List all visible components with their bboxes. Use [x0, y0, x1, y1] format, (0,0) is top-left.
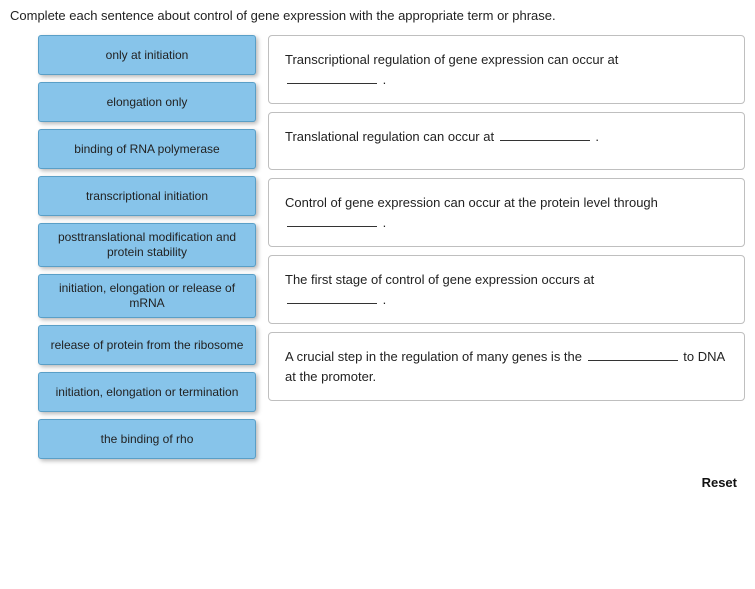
- blank-slot[interactable]: [287, 291, 377, 303]
- blank-slot[interactable]: [287, 71, 377, 83]
- sentence-text-post: .: [592, 129, 599, 144]
- sentence-text-post: .: [379, 215, 386, 230]
- footer-area: Reset: [10, 459, 745, 490]
- drop-target[interactable]: A crucial step in the regulation of many…: [268, 332, 745, 401]
- sentence-text-pre: The first stage of control of gene expre…: [285, 272, 594, 287]
- exercise-area: only at initiation elongation only bindi…: [10, 35, 745, 459]
- option-tile[interactable]: release of protein from the ribosome: [38, 325, 256, 365]
- blank-slot[interactable]: [588, 349, 678, 361]
- option-tile[interactable]: the binding of rho: [38, 419, 256, 459]
- option-tile[interactable]: binding of RNA polymerase: [38, 129, 256, 169]
- drop-target[interactable]: Translational regulation can occur at .: [268, 112, 745, 170]
- targets-column: Transcriptional regulation of gene expre…: [268, 35, 745, 401]
- option-tile[interactable]: transcriptional initiation: [38, 176, 256, 216]
- option-tile[interactable]: initiation, elongation or termination: [38, 372, 256, 412]
- sentence-text-pre: Control of gene expression can occur at …: [285, 195, 658, 210]
- option-tile[interactable]: initiation, elongation or release of mRN…: [38, 274, 256, 318]
- sentence-text-post: .: [379, 292, 386, 307]
- sentence-text-pre: A crucial step in the regulation of many…: [285, 349, 586, 364]
- reset-button[interactable]: Reset: [702, 475, 737, 490]
- option-tile[interactable]: elongation only: [38, 82, 256, 122]
- blank-slot[interactable]: [500, 129, 590, 141]
- options-column: only at initiation elongation only bindi…: [38, 35, 256, 459]
- instruction-text: Complete each sentence about control of …: [10, 8, 745, 23]
- option-tile[interactable]: posttranslational modification and prote…: [38, 223, 256, 267]
- drop-target[interactable]: The first stage of control of gene expre…: [268, 255, 745, 324]
- drop-target[interactable]: Transcriptional regulation of gene expre…: [268, 35, 745, 104]
- sentence-text-pre: Translational regulation can occur at: [285, 129, 498, 144]
- drop-target[interactable]: Control of gene expression can occur at …: [268, 178, 745, 247]
- option-tile[interactable]: only at initiation: [38, 35, 256, 75]
- sentence-text-post: .: [379, 72, 386, 87]
- blank-slot[interactable]: [287, 214, 377, 226]
- sentence-text-pre: Transcriptional regulation of gene expre…: [285, 52, 618, 67]
